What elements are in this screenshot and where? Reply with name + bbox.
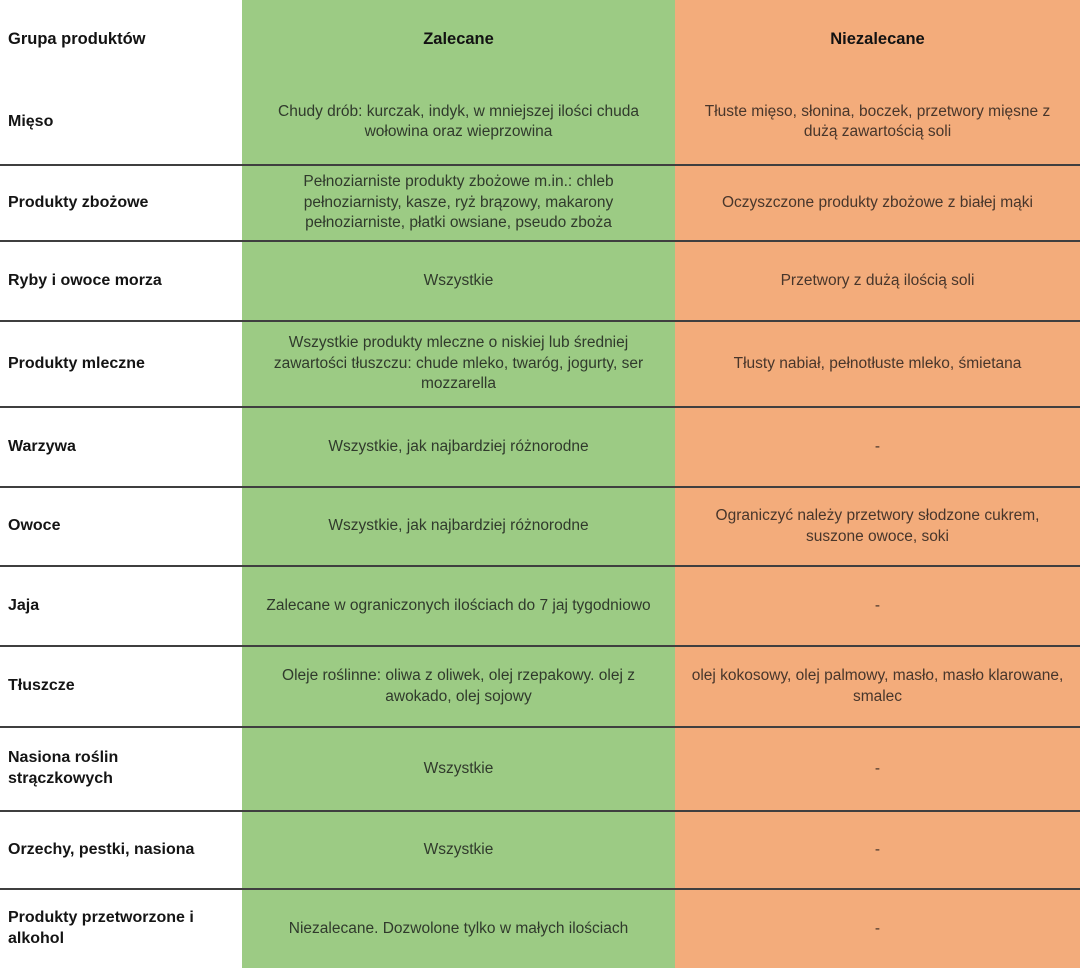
table-row: Jaja Zalecane w ograniczonych ilościach …: [0, 567, 1080, 647]
column-header-recommended: Zalecane: [242, 0, 675, 80]
not-recommended-cell: Przetwory z dużą ilością soli: [675, 242, 1080, 320]
product-group-label: Produkty przetworzone i alkohol: [0, 890, 242, 968]
recommended-cell: Wszystkie: [242, 242, 675, 320]
table-row: Produkty przetworzone i alkohol Niezalec…: [0, 890, 1080, 968]
not-recommended-cell: -: [675, 408, 1080, 486]
not-recommended-cell: Tłuste mięso, słonina, boczek, przetwory…: [675, 80, 1080, 164]
table-row: Produkty mleczne Wszystkie produkty mlec…: [0, 322, 1080, 408]
table-header-row: Grupa produktów Zalecane Niezalecane: [0, 0, 1080, 80]
recommended-cell: Zalecane w ograniczonych ilościach do 7 …: [242, 567, 675, 645]
column-header-not-recommended: Niezalecane: [675, 0, 1080, 80]
recommended-cell: Chudy drób: kurczak, indyk, w mniejszej …: [242, 80, 675, 164]
product-group-label: Tłuszcze: [0, 647, 242, 726]
product-group-label: Orzechy, pestki, nasiona: [0, 812, 242, 888]
recommended-cell: Wszystkie, jak najbardziej różnorodne: [242, 408, 675, 486]
not-recommended-cell: -: [675, 728, 1080, 810]
product-group-label: Produkty zbożowe: [0, 166, 242, 240]
table-body: Mięso Chudy drób: kurczak, indyk, w mnie…: [0, 80, 1080, 968]
recommended-cell: Wszystkie produkty mleczne o niskiej lub…: [242, 322, 675, 406]
table-row: Orzechy, pestki, nasiona Wszystkie -: [0, 812, 1080, 890]
recommended-cell: Niezalecane. Dozwolone tylko w małych il…: [242, 890, 675, 968]
product-group-label: Ryby i owoce morza: [0, 242, 242, 320]
recommended-cell: Wszystkie, jak najbardziej różnorodne: [242, 488, 675, 565]
product-group-label: Nasiona roślin strączkowych: [0, 728, 242, 810]
table-row: Nasiona roślin strączkowych Wszystkie -: [0, 728, 1080, 812]
table-row: Tłuszcze Oleje roślinne: oliwa z oliwek,…: [0, 647, 1080, 728]
not-recommended-cell: -: [675, 890, 1080, 968]
not-recommended-cell: -: [675, 812, 1080, 888]
table-row: Warzywa Wszystkie, jak najbardziej różno…: [0, 408, 1080, 488]
not-recommended-cell: -: [675, 567, 1080, 645]
table-row: Owoce Wszystkie, jak najbardziej różnoro…: [0, 488, 1080, 567]
product-group-label: Jaja: [0, 567, 242, 645]
product-group-label: Owoce: [0, 488, 242, 565]
table-row: Mięso Chudy drób: kurczak, indyk, w mnie…: [0, 80, 1080, 166]
not-recommended-cell: Ograniczyć należy przetwory słodzone cuk…: [675, 488, 1080, 565]
not-recommended-cell: Oczyszczone produkty zbożowe z białej mą…: [675, 166, 1080, 240]
table-row: Produkty zbożowe Pełnoziarniste produkty…: [0, 166, 1080, 242]
product-group-label: Produkty mleczne: [0, 322, 242, 406]
recommended-cell: Oleje roślinne: oliwa z oliwek, olej rze…: [242, 647, 675, 726]
column-header-product-group: Grupa produktów: [0, 0, 242, 80]
product-group-label: Warzywa: [0, 408, 242, 486]
table-row: Ryby i owoce morza Wszystkie Przetwory z…: [0, 242, 1080, 322]
product-group-label: Mięso: [0, 80, 242, 164]
recommended-cell: Pełnoziarniste produkty zbożowe m.in.: c…: [242, 166, 675, 240]
recommended-cell: Wszystkie: [242, 728, 675, 810]
not-recommended-cell: Tłusty nabiał, pełnotłuste mleko, śmieta…: [675, 322, 1080, 406]
recommended-cell: Wszystkie: [242, 812, 675, 888]
not-recommended-cell: olej kokosowy, olej palmowy, masło, masł…: [675, 647, 1080, 726]
